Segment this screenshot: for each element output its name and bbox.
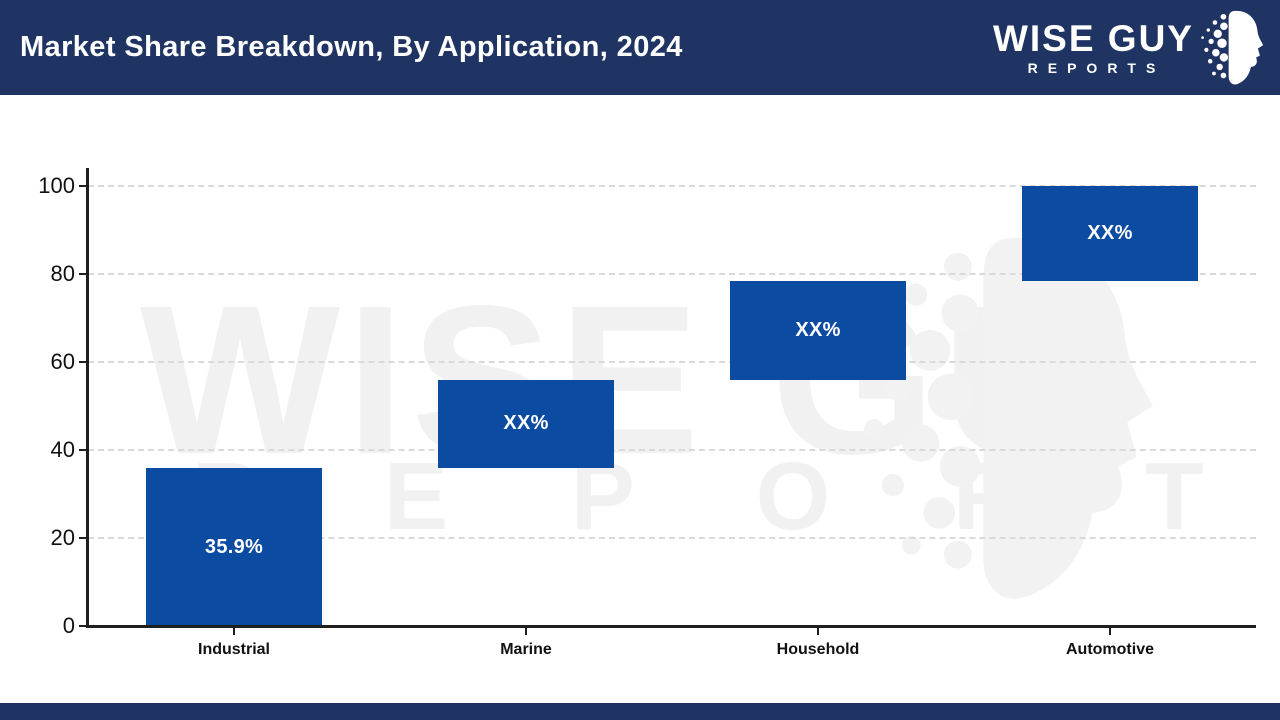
page-title: Market Share Breakdown, By Application, … [20, 31, 683, 63]
x-tick-label-industrial: Industrial [197, 641, 271, 658]
y-tick-label-80: 80 [50, 261, 75, 286]
y-tick-mark-40 [79, 449, 87, 451]
bar-industrial: 35.9% [146, 468, 322, 626]
bar-value-label: 35.9% [204, 535, 264, 558]
gridline-100 [88, 185, 1256, 187]
y-tick-mark-0 [79, 625, 87, 627]
gridline-60 [88, 361, 1256, 363]
y-tick-label-100: 100 [38, 173, 75, 198]
x-tick-label-marine: Marine [500, 641, 552, 658]
x-tick-mark-automotive [1109, 628, 1111, 635]
bar-household: XX% [730, 280, 906, 380]
header-banner: Market Share Breakdown, By Application, … [0, 0, 1280, 95]
dotted-head-icon [1201, 10, 1264, 84]
footer-banner [0, 703, 1280, 720]
y-tick-label-20: 20 [50, 525, 75, 550]
gridline-40 [88, 449, 1256, 451]
x-tick-label-household: Household [776, 641, 860, 658]
brand-subtitle: REPORTS [1027, 60, 1166, 76]
brand-logo-text: WISE GUY REPORTS [993, 20, 1194, 75]
y-axis-line [86, 168, 89, 628]
gridline-20 [88, 537, 1256, 539]
x-tick-mark-household [817, 628, 819, 635]
x-axis-line [86, 625, 1256, 628]
y-tick-mark-60 [79, 361, 87, 363]
y-tick-label-60: 60 [50, 349, 75, 374]
x-tick-mark-industrial [233, 628, 235, 635]
y-tick-label-0: 0 [62, 613, 75, 638]
bar-value-label: XX% [795, 318, 841, 341]
bar-automotive: XX% [1022, 186, 1198, 281]
y-tick-mark-100 [79, 185, 87, 187]
y-tick-label-40: 40 [50, 437, 75, 462]
x-tick-label-automotive: Automotive [1066, 641, 1154, 658]
gridline-80 [88, 273, 1256, 275]
y-tick-mark-20 [79, 537, 87, 539]
bar-value-label: XX% [1087, 221, 1133, 244]
brand-logo: WISE GUY REPORTS [993, 0, 1266, 95]
x-tick-mark-marine [525, 628, 527, 635]
bar-value-label: XX% [503, 412, 549, 435]
y-tick-mark-80 [79, 273, 87, 275]
bar-marine: XX% [438, 379, 614, 469]
brand-name: WISE GUY [992, 18, 1194, 59]
